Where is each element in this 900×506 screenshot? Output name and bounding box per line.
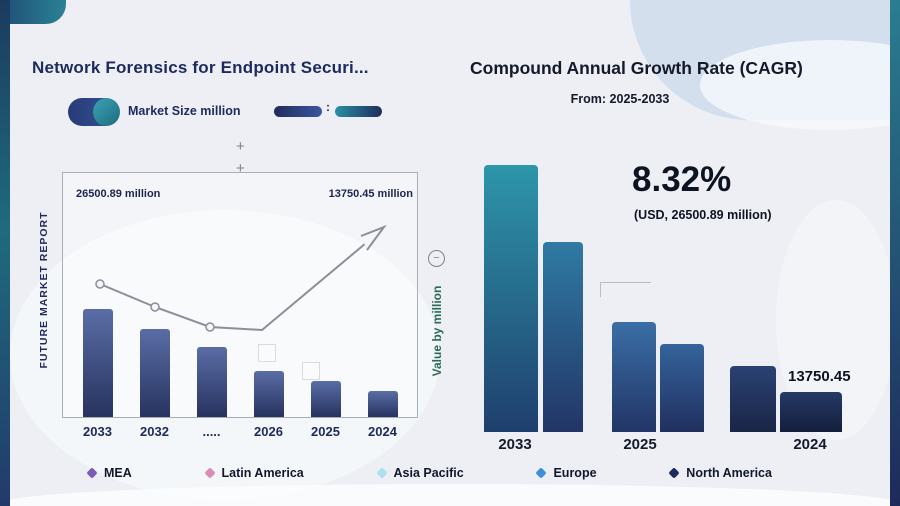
x-axis-label: ..... (202, 424, 221, 439)
legend-pill-teal (335, 106, 382, 117)
x-axis-label: 2026 (254, 424, 283, 439)
region-legend: MEA Latin America Asia Pacific Europe No… (86, 466, 772, 480)
cylinder-cap (93, 98, 120, 126)
legend-label: North America (686, 466, 772, 480)
asia-pacific-marker-icon (375, 467, 388, 479)
market-size-bar (82, 309, 113, 417)
ghost-square-decor (302, 362, 320, 380)
north-america-marker-icon (668, 467, 680, 479)
top-left-ribbon (0, 0, 66, 24)
legend-label: Latin America (221, 466, 304, 480)
market-size-legend-label: Market Size million (128, 104, 241, 118)
cagr-title: Compound Annual Growth Rate (CAGR) (470, 58, 803, 78)
cagr-bar (780, 392, 842, 432)
x-axis-label: 2024 (793, 436, 827, 453)
left-frame-bar (0, 0, 10, 506)
future-market-report-label: FUTURE MARKET REPORT (38, 211, 50, 369)
right-frame-bar (890, 0, 900, 506)
x-axis-label: 2032 (140, 424, 169, 439)
legend-item-north-america: North America (668, 466, 772, 480)
x-axis-label: 2033 (498, 436, 532, 453)
latin-america-marker-icon (203, 467, 216, 479)
ghost-square-decor (258, 344, 276, 362)
legend-label: Europe (553, 466, 597, 480)
market-size-bar (367, 391, 398, 417)
x-axis-label: 2024 (368, 424, 397, 439)
step-line-decor (600, 282, 651, 297)
plus-icon: + (236, 160, 245, 177)
cagr-value: 8.32% (632, 160, 732, 199)
cagr-bar (484, 165, 538, 432)
x-axis-label: 2033 (83, 424, 112, 439)
value-label-2024: 13750.45 (788, 368, 851, 385)
legend-pill-navy (274, 106, 322, 117)
minus-circle-icon: − (428, 250, 445, 267)
plus-icon: + (236, 138, 245, 155)
cagr-bar (543, 242, 583, 432)
market-size-bar (253, 371, 284, 417)
min-value-annotation: 13750.45 million (328, 188, 413, 200)
value-axis-label: Value by million (430, 285, 444, 377)
left-chart-bars (63, 173, 417, 417)
legend-item-latin-america: Latin America (203, 466, 304, 480)
legend-label: Asia Pacific (393, 466, 464, 480)
bottom-wave (0, 484, 900, 506)
market-size-bar (139, 329, 170, 417)
cagr-subtitle: From: 2025-2033 (570, 92, 670, 106)
legend-colon: : (326, 100, 330, 114)
cagr-bar (660, 344, 704, 432)
left-chart-xlabels: 2033 2032..... 2026 2025 2024 (63, 424, 417, 439)
market-size-icon (68, 98, 120, 126)
legend-item-asia-pacific: Asia Pacific (375, 466, 464, 480)
cagr-bar (730, 366, 776, 432)
market-size-bar (310, 381, 341, 417)
top-right-wave-highlight (700, 40, 900, 130)
mea-marker-icon (86, 467, 98, 479)
legend-label: MEA (104, 466, 132, 480)
europe-marker-icon (535, 467, 548, 479)
max-value-annotation: 26500.89 million (76, 188, 161, 200)
legend-item-europe: Europe (535, 466, 597, 480)
left-chart-title: Network Forensics for Endpoint Securi... (32, 58, 369, 77)
right-chart-bars (470, 160, 862, 432)
right-chart-xlabels: 2033 2025 2024 (470, 436, 862, 456)
x-axis-label: 2025 (311, 424, 340, 439)
cagr-detail: (USD, 26500.89 million) (634, 208, 772, 222)
legend-item-mea: MEA (86, 466, 132, 480)
market-size-bar (196, 347, 227, 417)
x-axis-label: 2025 (623, 436, 657, 453)
cagr-bar (612, 322, 656, 432)
